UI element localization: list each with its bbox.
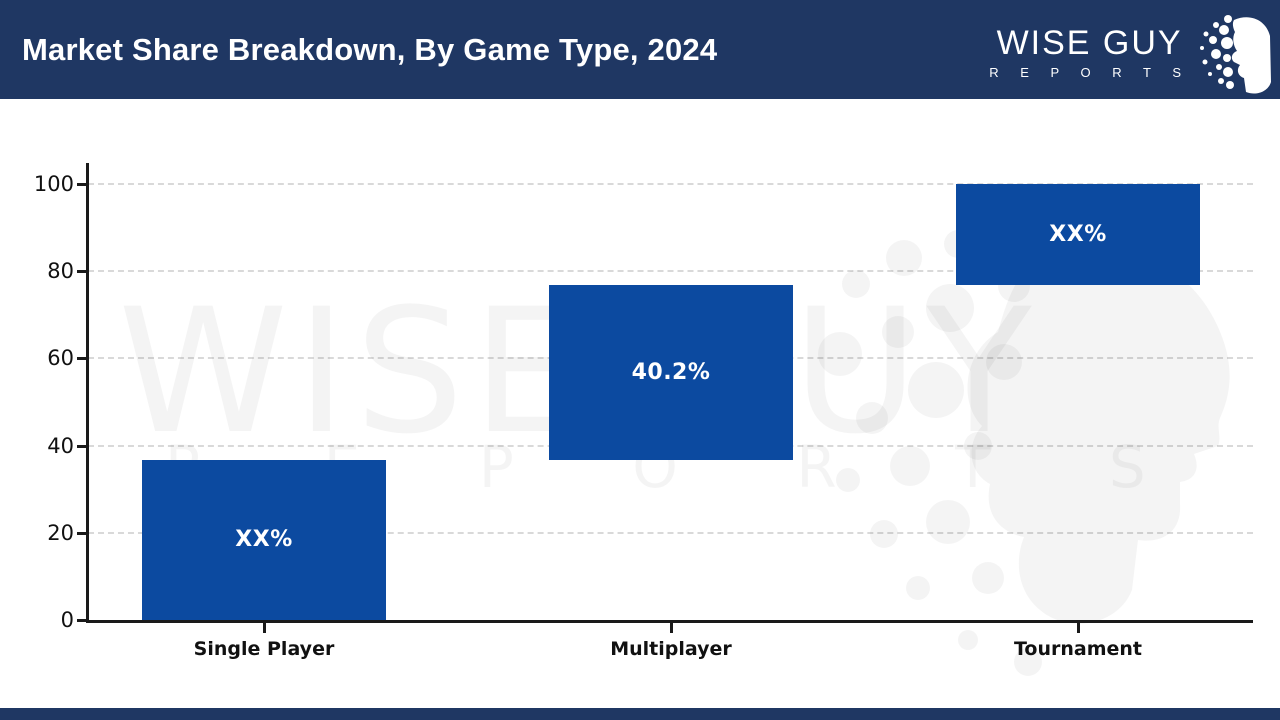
bar-value-label: 40.2% (631, 359, 711, 385)
x-axis-label: Multiplayer (610, 638, 732, 660)
x-axis-line (86, 620, 1253, 623)
x-tick-mark (670, 623, 673, 633)
chart-title: Market Share Breakdown, By Game Type, 20… (22, 31, 718, 67)
wiseguy-logo-wordmark: WISE GUY (996, 24, 1183, 62)
gridline (88, 183, 1253, 185)
x-tick-mark (263, 623, 266, 633)
bar-multiplayer: 40.2% (549, 284, 793, 460)
bar-value-label: XX% (1049, 221, 1107, 247)
x-axis-label: Single Player (193, 638, 335, 660)
x-tick-mark (1077, 623, 1080, 633)
y-tick-mark (77, 183, 86, 186)
y-tick-mark (77, 357, 86, 361)
y-tick-label: 60 (47, 346, 74, 371)
y-tick-mark (77, 619, 86, 622)
x-axis-label: Tournament (1013, 638, 1143, 660)
y-tick-mark (77, 444, 86, 448)
wiseguy-logo: WISE GUY R E P O R T S (989, 8, 1272, 94)
gridline (88, 270, 1253, 273)
y-tick-label: 0 (60, 608, 74, 632)
y-tick-mark (77, 270, 86, 274)
wiseguy-logo-reports: R E P O R T S (989, 65, 1190, 80)
header-bar: Market Share Breakdown, By Game Type, 20… (0, 0, 1280, 99)
y-tick-mark (77, 531, 86, 535)
bar-value-label: XX% (235, 527, 293, 553)
y-tick-label: 20 (47, 520, 74, 545)
footer-bar (0, 708, 1280, 720)
y-tick-label: 40 (47, 433, 74, 458)
bar-tournament: XX% (956, 184, 1200, 285)
y-axis-line (86, 163, 89, 623)
wiseguy-logo-text: WISE GUY R E P O R T S (989, 24, 1190, 80)
wiseguy-head-icon (1200, 15, 1271, 94)
bar-single-player: XX% (142, 459, 386, 620)
y-tick-label: 100 (33, 172, 74, 196)
gridline (88, 531, 1253, 534)
y-tick-label: 80 (47, 259, 74, 284)
